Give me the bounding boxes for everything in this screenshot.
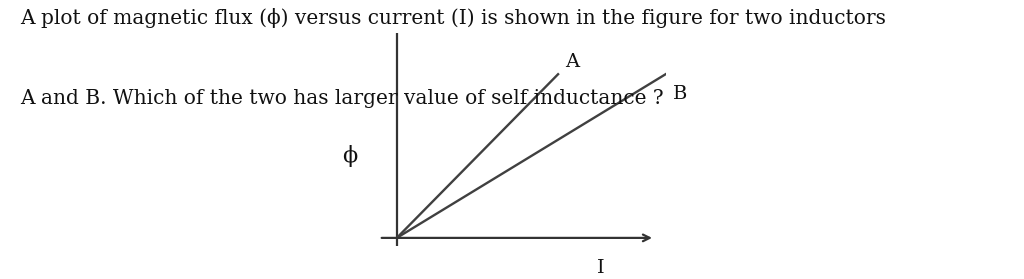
- Text: B: B: [673, 85, 687, 103]
- Text: ϕ: ϕ: [343, 145, 357, 167]
- Text: A plot of magnetic flux (ϕ) versus current (I) is shown in the figure for two in: A plot of magnetic flux (ϕ) versus curre…: [20, 8, 887, 28]
- Text: A and B. Which of the two has larger value of self inductance ?: A and B. Which of the two has larger val…: [20, 89, 665, 108]
- Text: I: I: [597, 259, 605, 277]
- Text: A: A: [565, 53, 580, 71]
